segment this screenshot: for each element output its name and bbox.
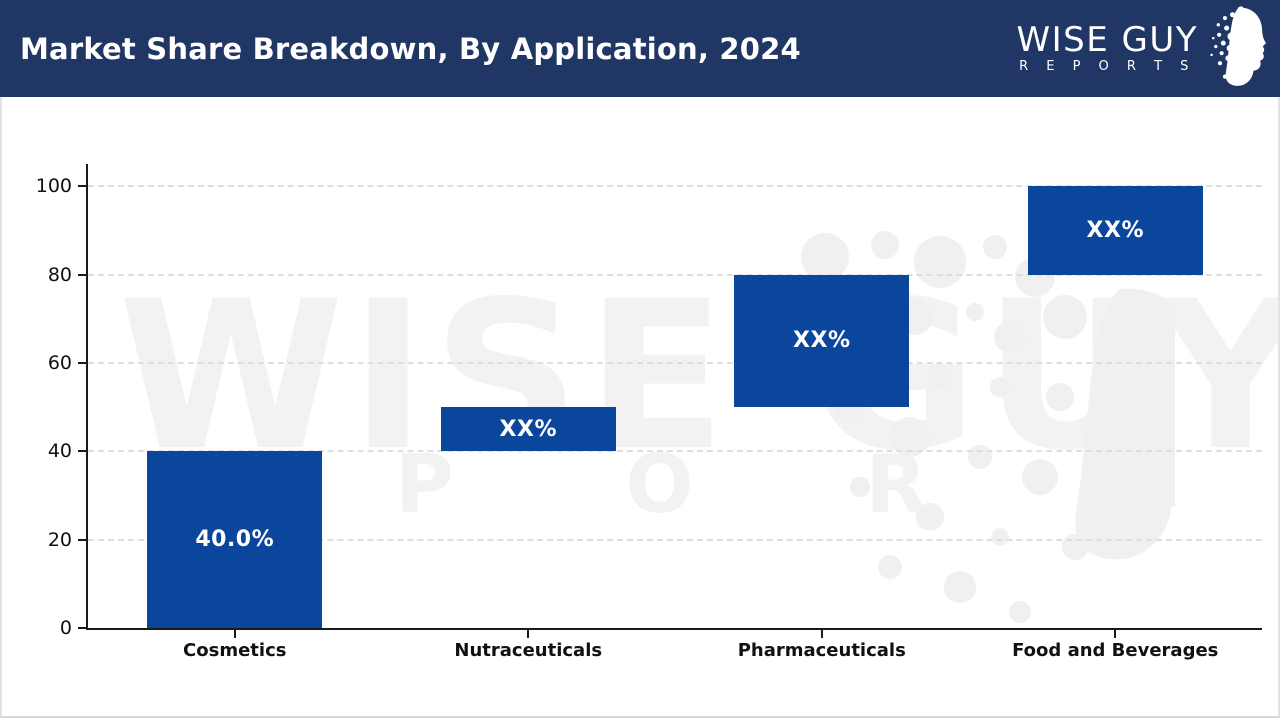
x-category-label-pharmaceuticals: Pharmaceuticals [737, 640, 906, 661]
logo-head-icon [1210, 5, 1266, 86]
y-tick-mark-60 [78, 362, 87, 365]
bar-cosmetics: 40.0% [147, 451, 323, 628]
y-tick-label-40: 40 [47, 440, 72, 463]
y-tick-label-100: 100 [35, 175, 72, 198]
y-tick-label-0: 0 [59, 617, 72, 639]
bar-pharmaceuticals: XX% [734, 274, 910, 408]
bar-nutraceuticals: XX% [440, 407, 616, 452]
logo-text: WISE GUY R E P O R T S [1016, 19, 1198, 75]
x-tick-mark-2 [820, 630, 823, 638]
x-category-label-food-and-beverages: Food and Beverages [1012, 640, 1219, 661]
gridline-80 [88, 273, 1262, 276]
bar-food-and-beverages: XX% [1027, 186, 1203, 275]
x-category-label-cosmetics: Cosmetics [183, 640, 287, 661]
page-title: Market Share Breakdown, By Application, … [20, 31, 801, 66]
gridline-60 [88, 362, 1262, 365]
wiseguy-logo: WISE GUY R E P O R T S [1016, 0, 1276, 97]
y-tick-mark-0 [78, 627, 87, 629]
header-bar: Market Share Breakdown, By Application, … [0, 0, 1280, 97]
bar-value-label: XX% [1086, 218, 1144, 244]
x-category-label-nutraceuticals: Nutraceuticals [454, 640, 603, 661]
x-tick-mark-3 [1114, 630, 1117, 638]
y-tick-mark-100 [78, 185, 87, 188]
y-tick-mark-40 [78, 450, 87, 453]
y-tick-label-80: 80 [47, 263, 72, 286]
y-tick-label-60: 60 [47, 352, 72, 375]
gridline-100 [88, 185, 1262, 188]
y-tick-label-20: 20 [47, 528, 72, 551]
x-axis-spine [86, 628, 1262, 630]
bar-value-label: XX% [793, 328, 851, 354]
logo-subtitle: R E P O R T S [1019, 59, 1196, 75]
y-tick-mark-20 [78, 538, 87, 541]
gridline-40 [88, 450, 1262, 453]
x-tick-mark-0 [233, 630, 236, 638]
bar-value-label: 40.0% [195, 527, 275, 553]
gridline-20 [88, 538, 1262, 541]
x-tick-mark-1 [527, 630, 530, 638]
y-tick-mark-80 [78, 273, 87, 276]
logo-wordmark: WISE GUY [1016, 19, 1198, 60]
bar-value-label: XX% [499, 416, 557, 442]
y-axis-spine [86, 164, 88, 630]
